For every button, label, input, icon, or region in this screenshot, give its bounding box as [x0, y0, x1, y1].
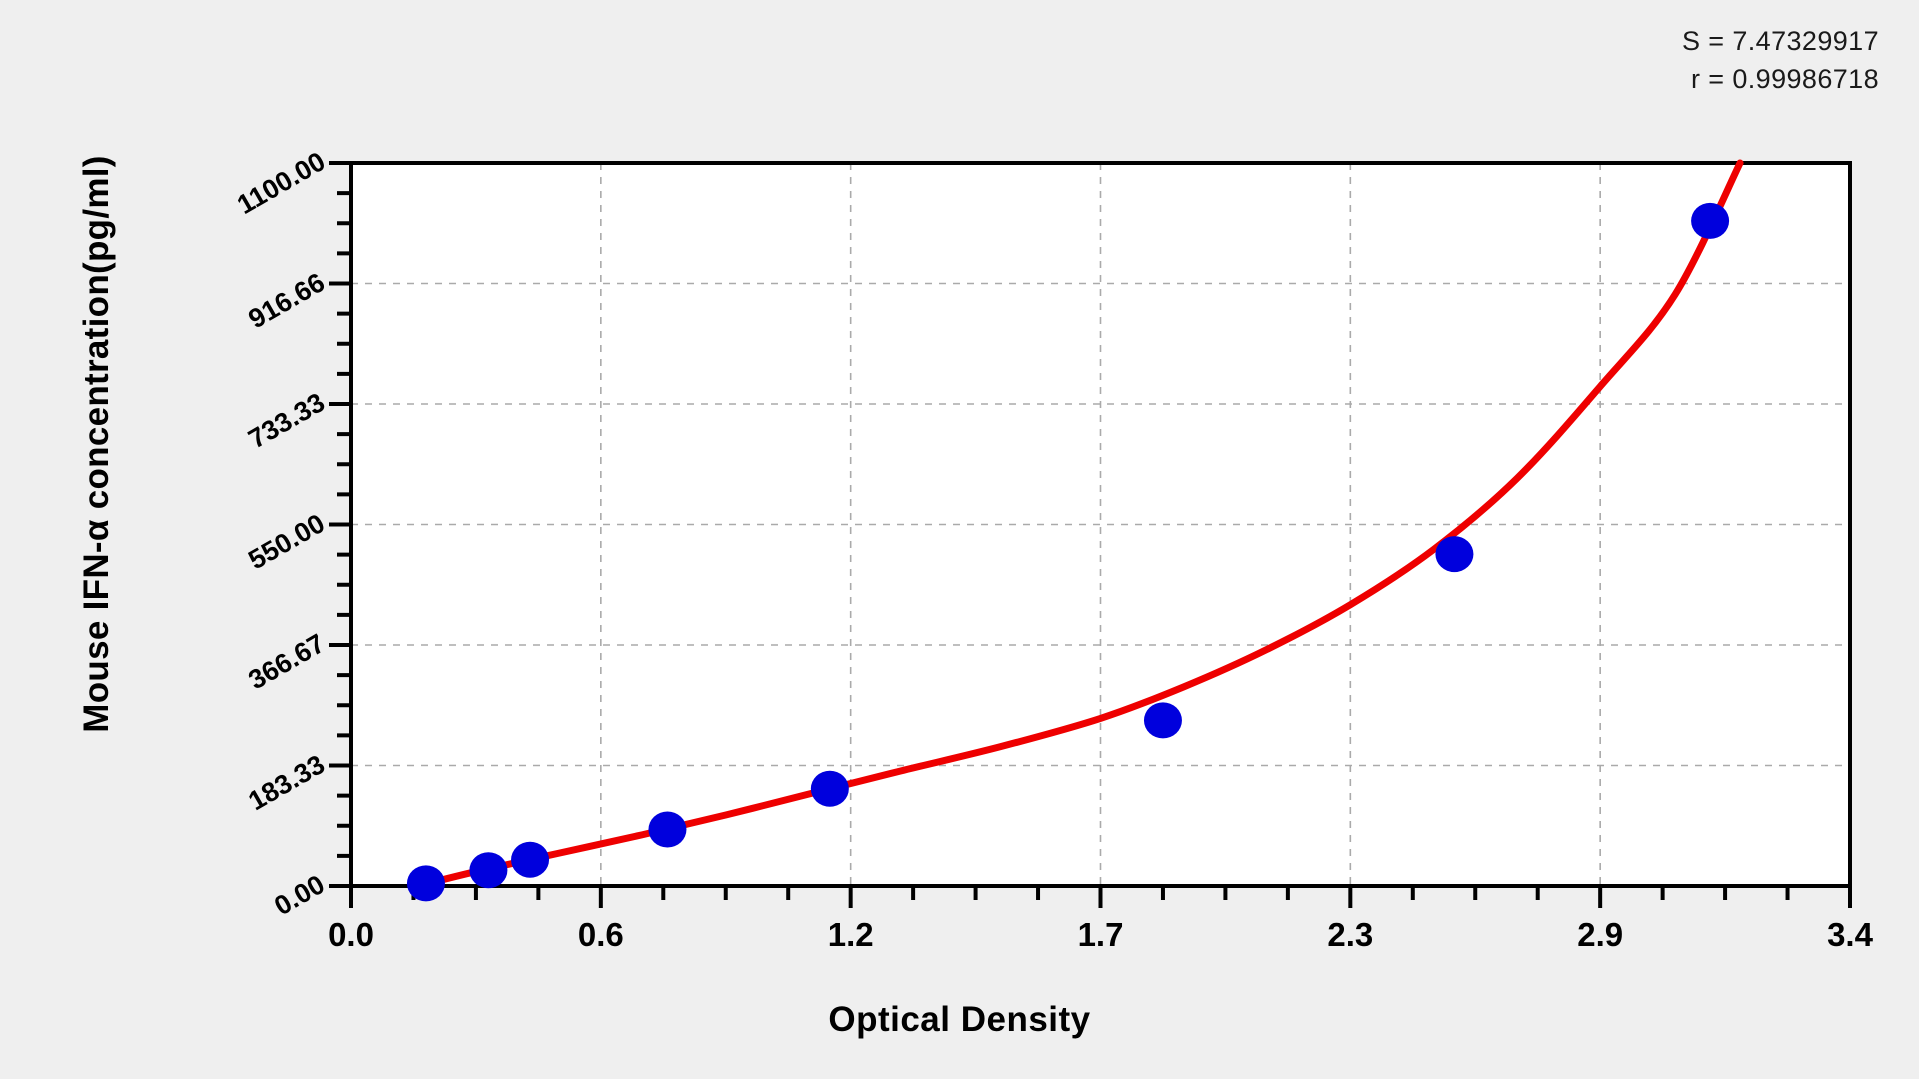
plot-frame — [349, 161, 1852, 888]
data-point — [1435, 536, 1474, 573]
x-tick-label: 0.6 — [577, 916, 624, 953]
x-tick-label: 1.2 — [827, 916, 874, 953]
data-point — [1143, 702, 1182, 739]
data-point — [406, 865, 445, 902]
stat-s-value: S = 7.47329917 — [1681, 26, 1879, 56]
x-axis-title: Optical Density — [828, 1000, 1091, 1039]
data-points — [406, 202, 1730, 902]
stat-r-value: r = 0.99986718 — [1690, 64, 1879, 95]
x-tick-label: 3.4 — [1827, 916, 1873, 953]
data-point — [1691, 202, 1730, 239]
x-tick-label: 2.9 — [1577, 916, 1624, 953]
x-tick-label: 1.7 — [1077, 916, 1124, 953]
data-point — [511, 841, 550, 878]
fit-statistics: S = 7.47329917 r = 0.99986718 — [1682, 22, 1879, 99]
data-point — [648, 811, 687, 848]
data-point — [469, 852, 508, 889]
axis-ticks — [329, 161, 1852, 908]
x-tick-label: 2.3 — [1327, 916, 1374, 953]
x-tick-label: 0.0 — [328, 916, 374, 953]
fit-curve — [414, 159, 1744, 890]
data-point — [810, 770, 849, 807]
